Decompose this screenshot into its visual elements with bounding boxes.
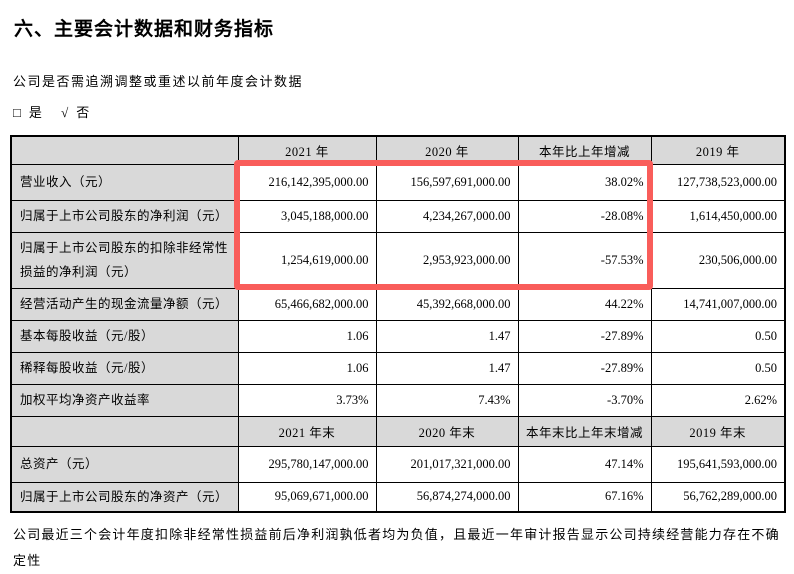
table-header-row-yearend: 2021 年末 2020 年末 本年末比上年末增减 2019 年末 [10, 415, 786, 447]
table-row-net-profit-excl-nonrecurring: 归属于上市公司股东的扣除非经常性损益的净利润（元） 1,254,619,000.… [10, 231, 786, 289]
row-label: 归属于上市公司股东的净资产（元） [10, 481, 239, 513]
value-change: 67.16% [517, 481, 652, 513]
value-2020: 156,597,691,000.00 [375, 163, 519, 201]
header-yearend-change: 本年末比上年末增减 [517, 415, 652, 447]
value-change: 44.22% [517, 287, 652, 321]
row-label: 稀释每股收益（元/股） [10, 351, 239, 385]
restatement-answer-line: □ 是 √ 否 [13, 102, 786, 121]
value-2021: 295,780,147,000.00 [237, 445, 377, 483]
table-row-basic-eps: 基本每股收益（元/股） 1.06 1.47 -27.89% 0.50 [10, 319, 786, 353]
value-2021: 3,045,188,000.00 [237, 199, 377, 233]
table-row-net-assets: 归属于上市公司股东的净资产（元） 95,069,671,000.00 56,87… [10, 481, 786, 513]
value-2019: 195,641,593,000.00 [650, 445, 786, 483]
financial-indicators-table: 2021 年 2020 年 本年比上年增减 2019 年 营业收入（元） 216… [10, 135, 786, 513]
row-label: 经营活动产生的现金流量净额（元） [10, 287, 239, 321]
table-row-weighted-roe: 加权平均净资产收益率 3.73% 7.43% -3.70% 2.62% [10, 383, 786, 417]
checkbox-unchecked-icon: □ [13, 105, 22, 120]
header-2020: 2020 年 [375, 135, 519, 165]
value-2020: 1.47 [375, 319, 519, 353]
header-empty-cell [10, 415, 239, 447]
value-2021: 65,466,682,000.00 [237, 287, 377, 321]
header-yoy-change: 本年比上年增减 [517, 135, 652, 165]
value-2021: 1.06 [237, 319, 377, 353]
value-2019: 230,506,000.00 [650, 231, 786, 289]
header-empty-cell [10, 135, 239, 165]
value-2021: 1.06 [237, 351, 377, 385]
value-2019: 14,741,007,000.00 [650, 287, 786, 321]
value-2021: 1,254,619,000.00 [237, 231, 377, 289]
option-yes-label: 是 [28, 105, 43, 120]
value-2020: 4,234,267,000.00 [375, 199, 519, 233]
header-2021: 2021 年 [237, 135, 377, 165]
table-header-row-year: 2021 年 2020 年 本年比上年增减 2019 年 [10, 135, 786, 165]
value-2019: 0.50 [650, 351, 786, 385]
row-label: 归属于上市公司股东的净利润（元） [10, 199, 239, 233]
restatement-question: 公司是否需追溯调整或重述以前年度会计数据 [13, 74, 304, 89]
value-2020: 1.47 [375, 351, 519, 385]
value-2019: 0.50 [650, 319, 786, 353]
header-2020-yearend: 2020 年末 [375, 415, 519, 447]
table-row-operating-cash-flow: 经营活动产生的现金流量净额（元） 65,466,682,000.00 45,39… [10, 287, 786, 321]
table-row-diluted-eps: 稀释每股收益（元/股） 1.06 1.47 -27.89% 0.50 [10, 351, 786, 385]
value-2020: 56,874,274,000.00 [375, 481, 519, 513]
table-row-net-profit: 归属于上市公司股东的净利润（元） 3,045,188,000.00 4,234,… [10, 199, 786, 233]
table-row-revenue: 营业收入（元） 216,142,395,000.00 156,597,691,0… [10, 163, 786, 201]
value-2021: 95,069,671,000.00 [237, 481, 377, 513]
row-label: 总资产（元） [10, 445, 239, 483]
section-title: 六、主要会计数据和财务指标 [14, 19, 275, 40]
header-2019: 2019 年 [650, 135, 786, 165]
value-2021: 3.73% [237, 383, 377, 417]
value-change: -27.89% [517, 351, 652, 385]
value-2019: 127,738,523,000.00 [650, 163, 786, 201]
value-change: -27.89% [517, 319, 652, 353]
financial-table-wrapper: 2021 年 2020 年 本年比上年增减 2019 年 营业收入（元） 216… [10, 135, 786, 513]
value-2019: 2.62% [650, 383, 786, 417]
checkmark-icon: √ [61, 105, 70, 120]
value-change: -28.08% [517, 199, 652, 233]
value-change: 38.02% [517, 163, 652, 201]
value-2020: 45,392,668,000.00 [375, 287, 519, 321]
going-concern-footnote: 公司最近三个会计年度扣除非经常性损益前后净利润孰低者均为负值，且最近一年审计报告… [13, 527, 780, 568]
header-2019-yearend: 2019 年末 [650, 415, 786, 447]
value-2020: 2,953,923,000.00 [375, 231, 519, 289]
value-change: -57.53% [517, 231, 652, 289]
row-label: 营业收入（元） [10, 163, 239, 201]
row-label: 归属于上市公司股东的扣除非经常性损益的净利润（元） [10, 231, 239, 289]
table-row-total-assets: 总资产（元） 295,780,147,000.00 201,017,321,00… [10, 445, 786, 483]
header-2021-yearend: 2021 年末 [237, 415, 377, 447]
value-change: 47.14% [517, 445, 652, 483]
value-2019: 56,762,289,000.00 [650, 481, 786, 513]
row-label: 加权平均净资产收益率 [10, 383, 239, 417]
value-change: -3.70% [517, 383, 652, 417]
option-no-label: 否 [76, 105, 91, 120]
row-label: 基本每股收益（元/股） [10, 319, 239, 353]
value-2019: 1,614,450,000.00 [650, 199, 786, 233]
value-2021: 216,142,395,000.00 [237, 163, 377, 201]
value-2020: 7.43% [375, 383, 519, 417]
value-2020: 201,017,321,000.00 [375, 445, 519, 483]
